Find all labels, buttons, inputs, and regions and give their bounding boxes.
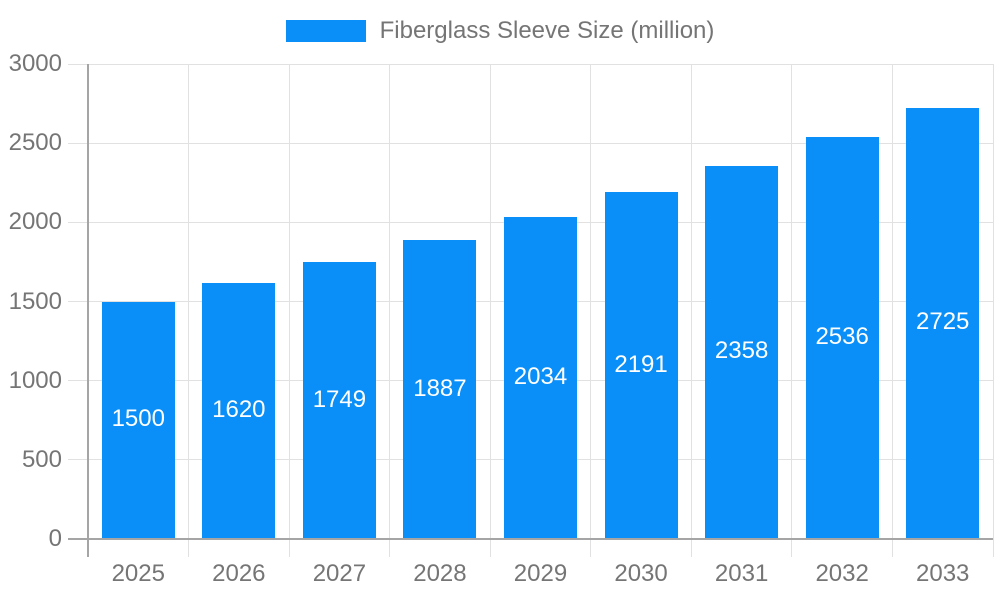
v-gridline <box>288 64 290 557</box>
x-axis-label: 2031 <box>714 560 769 587</box>
bar-value-label: 2536 <box>815 323 869 351</box>
x-axis-line <box>68 538 993 540</box>
y-axis-label: 0 <box>48 525 62 552</box>
v-gridline <box>590 64 592 557</box>
bar <box>705 165 779 539</box>
legend-swatch-icon <box>285 20 366 42</box>
bar <box>403 240 477 539</box>
bar <box>906 107 980 539</box>
bar-value-label: 2358 <box>714 337 769 365</box>
bar <box>101 301 175 539</box>
v-gridline <box>992 64 994 557</box>
x-axis-label: 2027 <box>312 560 367 587</box>
legend[interactable]: Fiberglass Sleeve Size (million) <box>0 17 1000 45</box>
bar <box>805 137 879 539</box>
v-gridline <box>791 64 793 557</box>
h-gridline <box>68 142 993 144</box>
v-gridline <box>188 64 190 557</box>
bar-value-label: 1620 <box>212 395 266 423</box>
x-axis-label: 2028 <box>413 560 467 587</box>
y-axis-label: 2000 <box>8 208 62 236</box>
bar <box>604 192 678 539</box>
bar-value-label: 2034 <box>513 362 568 390</box>
x-axis-label: 2032 <box>815 560 869 587</box>
bar <box>202 282 276 539</box>
y-axis-line <box>87 64 89 557</box>
x-axis-label: 2025 <box>111 560 165 587</box>
bar-value-label: 2725 <box>916 308 970 336</box>
v-gridline <box>389 64 391 557</box>
bar <box>302 262 376 539</box>
bar-value-label: 1749 <box>312 385 367 413</box>
x-axis-label: 2026 <box>212 560 266 587</box>
v-gridline <box>690 64 692 557</box>
x-axis-label: 2033 <box>916 560 970 587</box>
v-gridline <box>891 64 893 557</box>
bar-value-label: 1500 <box>111 405 165 433</box>
y-axis-label: 3000 <box>8 50 62 77</box>
y-axis-label: 1500 <box>8 287 62 315</box>
v-gridline <box>489 64 491 557</box>
x-axis-label: 2029 <box>513 560 568 587</box>
bar <box>504 216 577 539</box>
bar-value-label: 1887 <box>413 374 467 402</box>
plot-area: 0 500 1000 1500 2000 2500 3000 1500 2025 1620 2026… <box>9 50 994 587</box>
h-gridline <box>68 63 993 65</box>
y-axis-label: 500 <box>21 445 62 473</box>
y-axis-label: 2500 <box>8 129 62 157</box>
legend-label: Fiberglass Sleeve Size (million) <box>379 17 715 44</box>
y-axis-label: 1000 <box>8 366 62 394</box>
bar-value-label: 2191 <box>614 350 668 378</box>
x-axis-label: 2030 <box>614 560 668 587</box>
